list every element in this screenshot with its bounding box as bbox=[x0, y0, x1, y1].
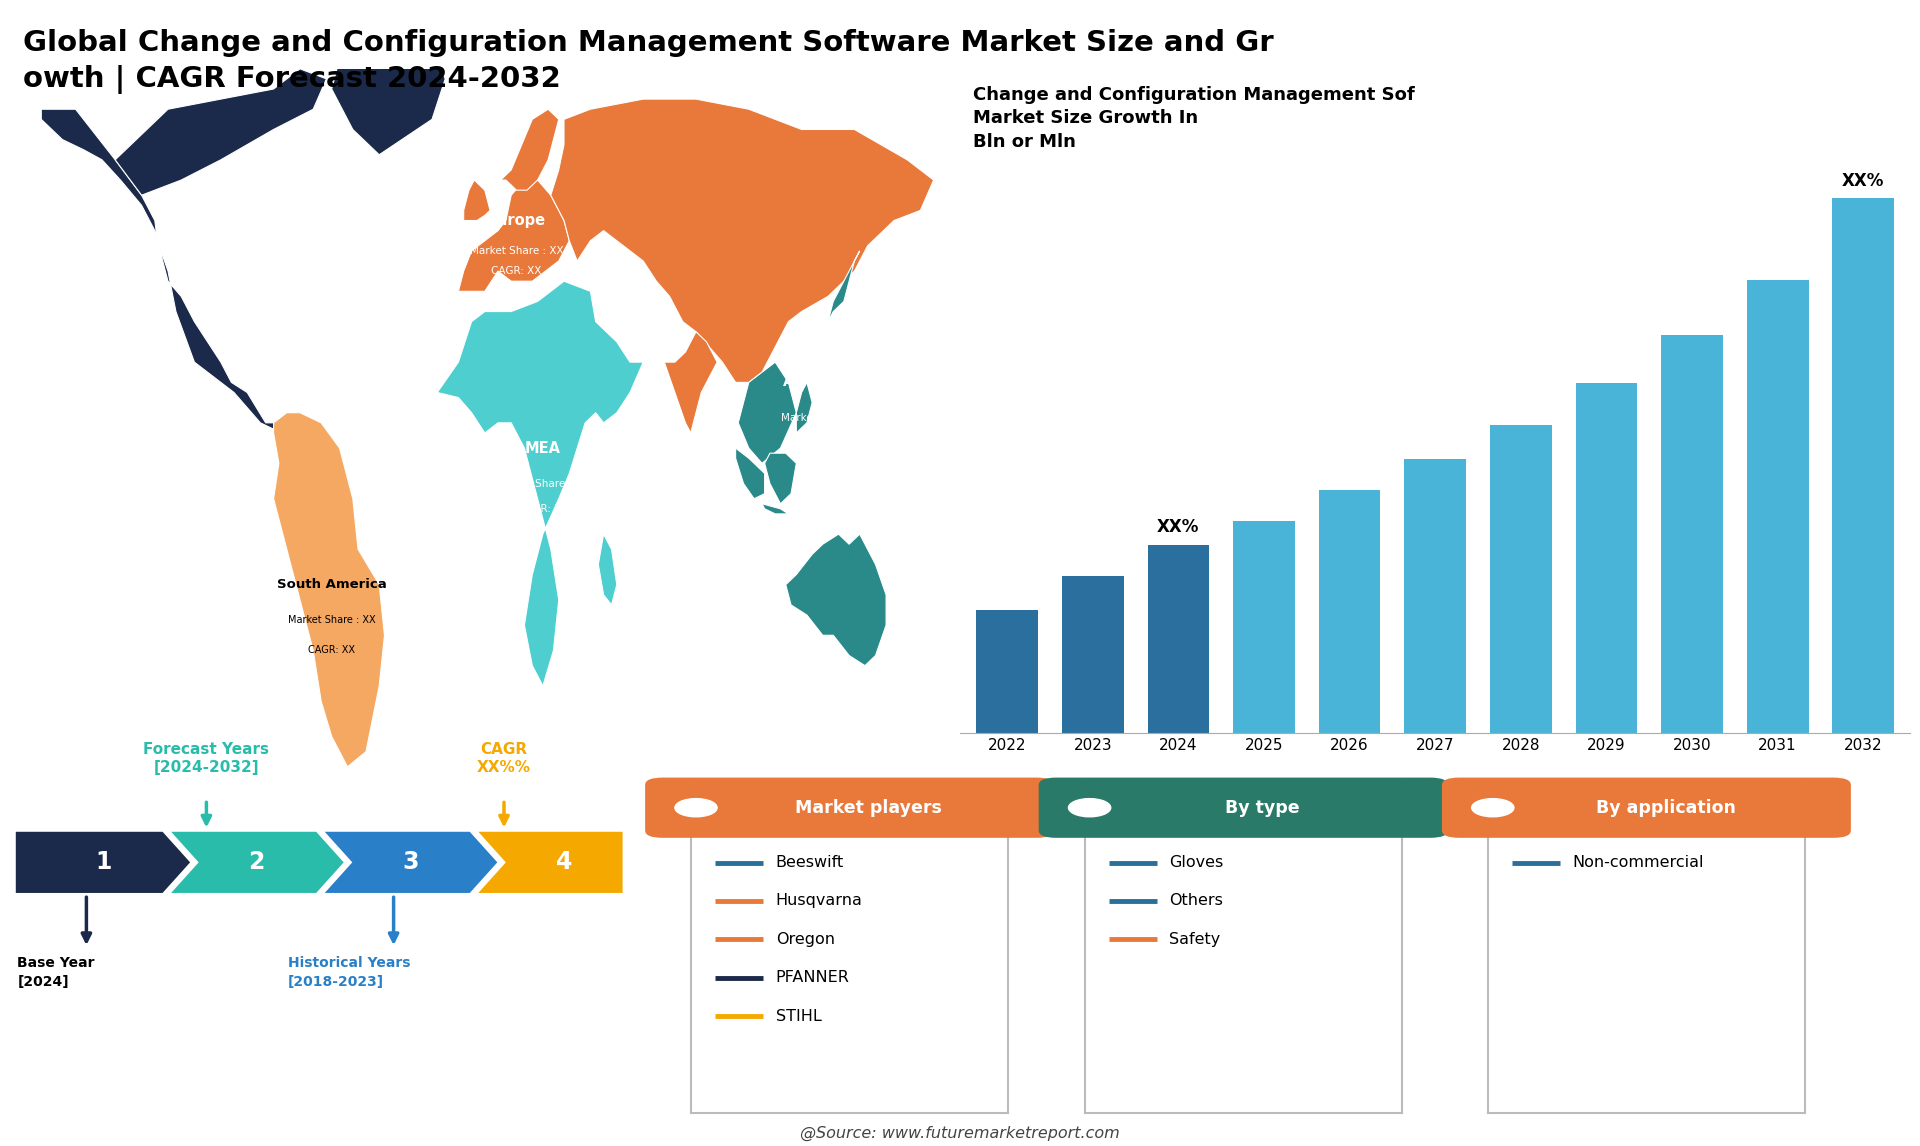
Polygon shape bbox=[599, 534, 616, 605]
Polygon shape bbox=[737, 362, 797, 463]
Text: CAGR: XX: CAGR: XX bbox=[492, 266, 541, 276]
Text: Safety: Safety bbox=[1169, 932, 1221, 947]
Bar bbox=[1233, 520, 1294, 733]
Circle shape bbox=[1068, 799, 1110, 817]
Text: Ansell: Ansell bbox=[776, 817, 824, 832]
Bar bbox=[975, 610, 1039, 733]
Polygon shape bbox=[13, 831, 192, 894]
FancyBboxPatch shape bbox=[1039, 778, 1448, 838]
Text: Asia Pacific: Asia Pacific bbox=[783, 376, 872, 390]
Text: 2: 2 bbox=[248, 850, 265, 874]
Text: Base Year
[2024]: Base Year [2024] bbox=[17, 956, 94, 989]
FancyBboxPatch shape bbox=[645, 778, 1054, 838]
Polygon shape bbox=[664, 332, 718, 433]
Bar bbox=[1832, 198, 1895, 733]
Polygon shape bbox=[797, 383, 812, 433]
Text: Forecast Years
[2024-2032]: Forecast Years [2024-2032] bbox=[144, 741, 269, 776]
Text: CAGR: XX: CAGR: XX bbox=[803, 438, 852, 448]
Polygon shape bbox=[551, 99, 933, 383]
Polygon shape bbox=[438, 281, 643, 685]
Text: 4: 4 bbox=[555, 850, 572, 874]
Text: Market Share : XX: Market Share : XX bbox=[148, 251, 242, 261]
Text: By type: By type bbox=[1225, 799, 1300, 817]
Text: Husqvarna: Husqvarna bbox=[776, 894, 862, 909]
Bar bbox=[1148, 544, 1210, 733]
Text: Non-commercial: Non-commercial bbox=[1572, 855, 1703, 870]
Text: Gloves: Gloves bbox=[1169, 855, 1223, 870]
FancyBboxPatch shape bbox=[1442, 778, 1851, 838]
Polygon shape bbox=[735, 448, 764, 499]
Bar bbox=[1062, 575, 1123, 733]
Text: 3: 3 bbox=[401, 850, 419, 874]
Bar bbox=[1661, 336, 1722, 733]
Text: Market Share : XX: Market Share : XX bbox=[781, 413, 876, 423]
Text: South America: South America bbox=[276, 579, 386, 591]
Bar bbox=[1319, 489, 1380, 733]
Polygon shape bbox=[40, 109, 282, 433]
Text: North
America: North America bbox=[161, 204, 228, 237]
Text: PFANNER: PFANNER bbox=[776, 971, 849, 986]
Text: Global Change and Configuration Management Software Market Size and Gr
owth | CA: Global Change and Configuration Manageme… bbox=[23, 29, 1273, 94]
Polygon shape bbox=[169, 831, 346, 894]
Polygon shape bbox=[459, 180, 568, 291]
Bar bbox=[1576, 384, 1638, 733]
Polygon shape bbox=[323, 831, 499, 894]
Text: @Source: www.futuremarketreport.com: @Source: www.futuremarketreport.com bbox=[801, 1127, 1119, 1141]
Text: 1: 1 bbox=[94, 850, 111, 874]
Text: CAGR: XX: CAGR: XX bbox=[169, 272, 219, 281]
Polygon shape bbox=[465, 180, 490, 220]
Text: CAGR: XX: CAGR: XX bbox=[309, 645, 355, 656]
Polygon shape bbox=[764, 453, 797, 504]
Text: XX%: XX% bbox=[1841, 172, 1885, 190]
Text: By application: By application bbox=[1596, 799, 1736, 817]
Polygon shape bbox=[275, 413, 384, 767]
Text: Market players: Market players bbox=[795, 799, 943, 817]
Polygon shape bbox=[332, 44, 445, 155]
Polygon shape bbox=[497, 109, 559, 190]
Circle shape bbox=[1473, 799, 1513, 817]
Bar bbox=[1404, 458, 1467, 733]
Text: MEA: MEA bbox=[524, 440, 561, 456]
Bar bbox=[1490, 424, 1551, 733]
Text: STIHL: STIHL bbox=[776, 1008, 822, 1023]
Text: Market Share : XX: Market Share : XX bbox=[470, 246, 563, 256]
Text: XX%: XX% bbox=[1158, 518, 1200, 536]
Circle shape bbox=[676, 799, 718, 817]
Bar bbox=[1747, 281, 1809, 733]
Text: Others: Others bbox=[1169, 894, 1223, 909]
Text: Europe: Europe bbox=[488, 213, 545, 228]
Text: CAGR
XX%%: CAGR XX%% bbox=[476, 741, 532, 776]
Text: CAGR: XX: CAGR: XX bbox=[518, 504, 568, 513]
Text: Market Share : XX: Market Share : XX bbox=[288, 615, 376, 625]
Polygon shape bbox=[828, 251, 860, 322]
Polygon shape bbox=[785, 534, 887, 666]
Text: Eye: Eye bbox=[1169, 817, 1198, 832]
Text: Change and Configuration Management Sof
Market Size Growth In
Bln or Mln: Change and Configuration Management Sof … bbox=[973, 86, 1415, 151]
Polygon shape bbox=[115, 69, 326, 195]
Text: Commercial: Commercial bbox=[1572, 817, 1668, 832]
Polygon shape bbox=[762, 504, 789, 513]
Text: Beeswift: Beeswift bbox=[776, 855, 845, 870]
Text: Oregon: Oregon bbox=[776, 932, 835, 947]
Text: Historical Years
[2018-2023]: Historical Years [2018-2023] bbox=[288, 956, 411, 989]
Text: Market Share : XX: Market Share : XX bbox=[495, 479, 589, 488]
Polygon shape bbox=[476, 831, 624, 894]
